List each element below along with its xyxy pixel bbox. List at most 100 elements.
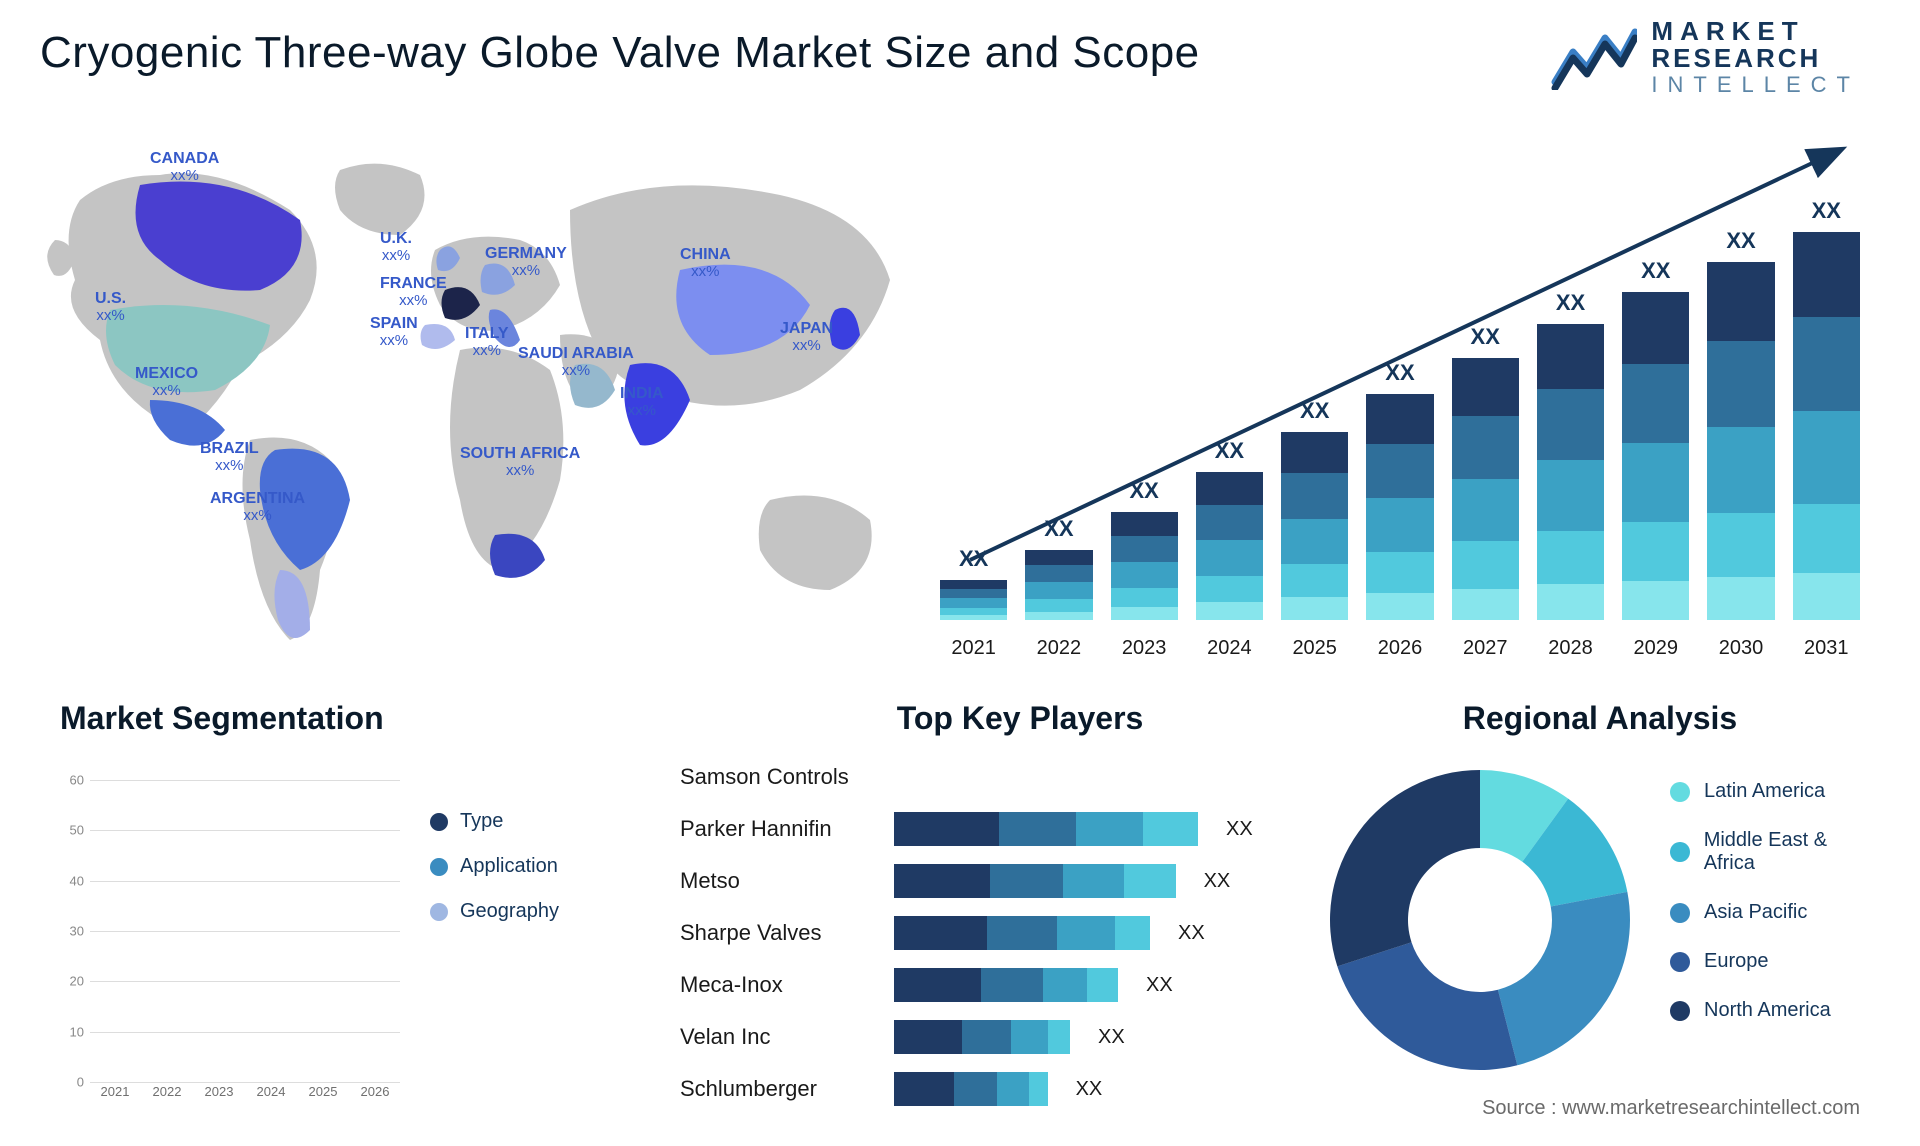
regional-title: Regional Analysis	[1320, 700, 1880, 737]
seg-gridline	[90, 931, 400, 932]
growth-bar-label: XX	[959, 546, 988, 572]
growth-bar-segment	[1452, 479, 1519, 542]
player-bar-segment	[1063, 864, 1124, 898]
player-bar	[894, 1072, 1048, 1106]
map-label-us: U.S.xx%	[95, 290, 126, 324]
player-row: MetsoXX	[680, 859, 1280, 903]
map-label-brazil: BRAZILxx%	[200, 440, 259, 474]
player-value: XX	[1178, 922, 1205, 945]
legend-swatch-icon	[430, 903, 448, 921]
growth-bar-label: XX	[1641, 258, 1670, 284]
legend-label: Type	[460, 810, 503, 833]
growth-bar-label: XX	[1300, 398, 1329, 424]
seg-gridline	[90, 981, 400, 982]
growth-bar-label: XX	[1471, 324, 1500, 350]
logo-text-2: RESEARCH	[1651, 45, 1860, 72]
growth-bar-2022: XX	[1025, 516, 1092, 620]
player-bar-segment	[981, 968, 1043, 1002]
region-legend-item: Asia Pacific	[1670, 901, 1880, 924]
seg-ytick: 10	[60, 1024, 84, 1039]
growth-xaxis-label: 2026	[1366, 629, 1433, 660]
player-bar-segment	[1057, 916, 1115, 950]
legend-swatch-icon	[430, 813, 448, 831]
page-title: Cryogenic Three-way Globe Valve Market S…	[40, 28, 1200, 78]
growth-bar-segment	[1111, 512, 1178, 536]
seg-ytick: 30	[60, 924, 84, 939]
seg-xaxis-label: 2022	[146, 1084, 188, 1110]
growth-bar-2030: XX	[1707, 228, 1774, 620]
player-label: Schlumberger	[680, 1076, 880, 1102]
map-label-southafrica: SOUTH AFRICAxx%	[460, 445, 580, 479]
growth-bar-2023: XX	[1111, 478, 1178, 620]
growth-bar-segment	[940, 598, 1007, 608]
growth-xaxis-label: 2031	[1793, 629, 1860, 660]
growth-bar-2031: XX	[1793, 198, 1860, 620]
map-label-italy: ITALYxx%	[465, 325, 509, 359]
seg-ytick: 20	[60, 974, 84, 989]
player-bar-segment	[997, 1072, 1028, 1106]
seg-gridline	[90, 1082, 400, 1083]
logo-mark-icon	[1551, 24, 1637, 90]
player-value: XX	[1226, 818, 1253, 841]
growth-bar-2021: XX	[940, 546, 1007, 620]
growth-bar-segment	[1793, 504, 1860, 574]
growth-bar-segment	[1196, 472, 1263, 505]
map-label-germany: GERMANYxx%	[485, 245, 567, 279]
map-label-mexico: MEXICOxx%	[135, 365, 198, 399]
growth-bar-segment	[1793, 232, 1860, 317]
map-label-china: CHINAxx%	[680, 246, 731, 280]
player-bar-segment	[990, 864, 1062, 898]
growth-bar-2025: XX	[1281, 398, 1348, 620]
growth-bar-segment	[1111, 536, 1178, 562]
player-bar-segment	[1124, 864, 1175, 898]
growth-xaxis-label: 2022	[1025, 629, 1092, 660]
growth-bar-label: XX	[1812, 198, 1841, 224]
map-label-canada: CANADAxx%	[150, 150, 219, 184]
legend-label: Geography	[460, 900, 559, 923]
map-label-india: INDIAxx%	[620, 385, 664, 419]
growth-bar-segment	[1452, 416, 1519, 479]
growth-bar-segment	[1366, 498, 1433, 552]
map-label-france: FRANCExx%	[380, 275, 447, 309]
growth-bar-2029: XX	[1622, 258, 1689, 620]
player-bar	[894, 1020, 1070, 1054]
legend-label: Latin America	[1704, 780, 1825, 803]
growth-bar-segment	[1025, 599, 1092, 612]
growth-bar-segment	[1025, 565, 1092, 582]
growth-bar-segment	[1622, 364, 1689, 443]
player-bar-segment	[962, 1020, 1011, 1054]
player-row: SchlumbergerXX	[680, 1067, 1280, 1111]
player-bar	[894, 916, 1150, 950]
region-legend-item: Middle East & Africa	[1670, 829, 1880, 875]
player-bar-segment	[894, 1072, 954, 1106]
growth-bar-label: XX	[1385, 360, 1414, 386]
segmentation-legend: TypeApplicationGeography	[430, 810, 559, 923]
growth-bar-segment	[1707, 262, 1774, 341]
logo-text-3: INTELLECT	[1651, 73, 1860, 96]
growth-bar-segment	[1366, 394, 1433, 444]
legend-swatch-icon	[1670, 952, 1690, 972]
growth-bar-segment	[1025, 550, 1092, 565]
map-label-japan: JAPANxx%	[780, 320, 833, 354]
legend-label: North America	[1704, 999, 1831, 1022]
player-label: Meca-Inox	[680, 972, 880, 998]
segmentation-chart: 0102030405060 202120222023202420252026	[60, 780, 400, 1110]
growth-bar-segment	[1452, 589, 1519, 620]
growth-bar-2026: XX	[1366, 360, 1433, 620]
growth-bar-segment	[1537, 389, 1604, 460]
seg-gridline	[90, 881, 400, 882]
growth-bar-segment	[1111, 562, 1178, 588]
player-bar	[894, 812, 1198, 846]
growth-bar-segment	[1111, 588, 1178, 607]
growth-bar-segment	[1707, 577, 1774, 620]
growth-xaxis-label: 2028	[1537, 629, 1604, 660]
growth-bar-segment	[1537, 531, 1604, 584]
legend-swatch-icon	[1670, 1001, 1690, 1021]
seg-ytick: 40	[60, 873, 84, 888]
player-row: Parker HannifinXX	[680, 807, 1280, 851]
player-bar-segment	[1029, 1072, 1048, 1106]
player-bar-segment	[954, 1072, 997, 1106]
market-segmentation-block: Market Segmentation 0102030405060 202120…	[60, 700, 620, 1130]
seg-xaxis-label: 2025	[302, 1084, 344, 1110]
seg-legend-item: Geography	[430, 900, 559, 923]
